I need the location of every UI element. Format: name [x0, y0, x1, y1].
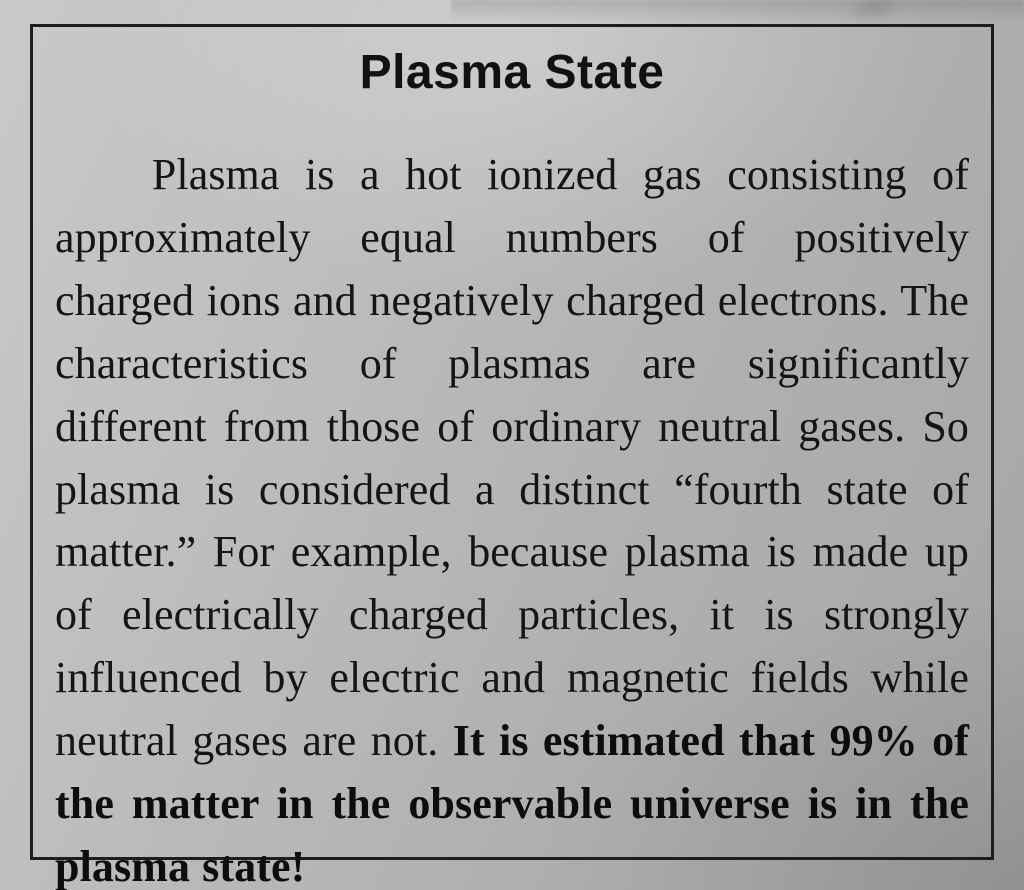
- body-paragraph: Plasma is a hot ionized gas consisting o…: [55, 144, 969, 890]
- text-box: Plasma State Plasma is a hot ionized gas…: [30, 24, 994, 860]
- body-plain-text: Plasma is a hot ionized gas consisting o…: [55, 150, 969, 765]
- page: Plasma State Plasma is a hot ionized gas…: [0, 0, 1024, 890]
- box-title: Plasma State: [55, 45, 969, 100]
